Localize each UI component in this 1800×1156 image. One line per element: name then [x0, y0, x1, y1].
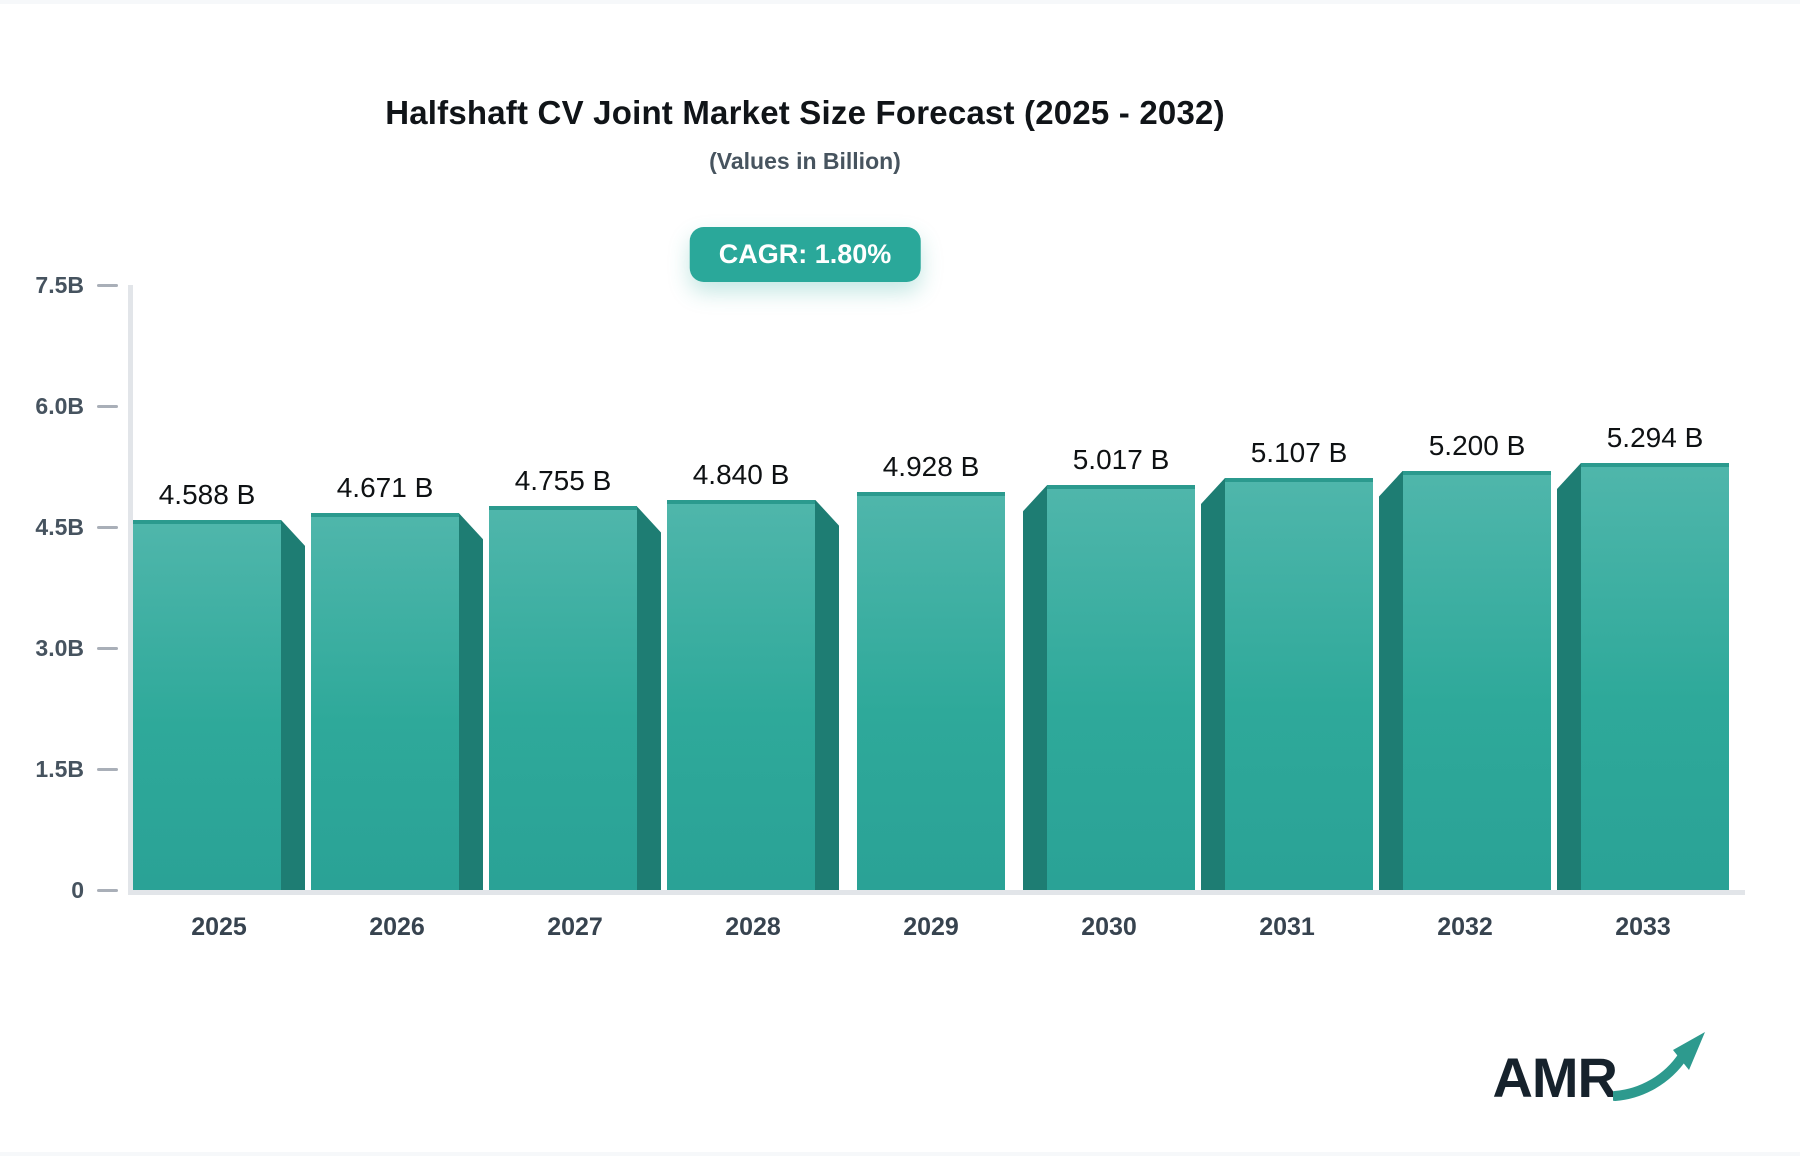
plot-area: 7.5B 6.0B 4.5B 3.0B 1.5B 0 4.588 B 4.671 B 4.75…	[35, 272, 1745, 941]
bar-face	[311, 513, 459, 890]
bar: 4.671 B	[311, 472, 483, 890]
bar: 5.107 B	[1201, 437, 1373, 890]
bar-side	[281, 519, 305, 890]
bar: 4.840 B	[667, 459, 839, 890]
top-border	[0, 0, 1800, 4]
y-tick-dash	[97, 888, 118, 892]
x-axis-label: 2028	[725, 913, 781, 941]
x-axis-label: 2025	[191, 913, 247, 941]
bar: 5.200 B	[1379, 430, 1551, 890]
y-tick-label: 6.0B	[35, 392, 84, 419]
bar: 4.588 B	[133, 479, 305, 890]
y-tick-label: 7.5B	[35, 271, 84, 298]
x-axis-label: 2033	[1615, 913, 1671, 941]
bar-slot: 4.840 B	[667, 285, 839, 890]
amr-logo-text: AMR	[1492, 1046, 1618, 1109]
bar-face	[1225, 478, 1373, 890]
bar-value-label: 4.588 B	[158, 478, 256, 510]
bar-value-label: 5.200 B	[1428, 429, 1526, 461]
bar-slot: 5.017 B	[1023, 285, 1195, 890]
amr-logo: AMR	[1492, 1030, 1705, 1106]
y-tick: 4.5B	[35, 513, 118, 541]
y-tick-dash	[97, 404, 118, 408]
y-tick-label: 4.5B	[35, 513, 84, 540]
bar-side	[1023, 485, 1047, 890]
bar-slot: 5.200 B	[1379, 285, 1551, 890]
bar-slot: 4.928 B	[845, 285, 1017, 890]
bar-side	[1201, 478, 1225, 890]
bar-value-label: 4.840 B	[692, 458, 790, 490]
bar-value-label: 4.928 B	[882, 451, 980, 483]
bar-value-label: 5.294 B	[1606, 421, 1704, 453]
x-axis-label: 2027	[547, 913, 603, 941]
bar-face	[489, 506, 637, 890]
x-axis-labels: 2025 2026 2027 2028 2029 2030 2031 2032 2033	[133, 913, 1729, 942]
chart-title: Halfshaft CV Joint Market Size Forecast …	[385, 94, 1225, 131]
bar-side	[459, 513, 483, 890]
bar-side	[815, 499, 839, 890]
y-tick-dash	[97, 283, 118, 287]
bar-face	[857, 492, 1005, 890]
bar-value-label: 5.017 B	[1072, 444, 1170, 476]
bar: 4.755 B	[489, 465, 661, 890]
x-axis-label: 2029	[903, 913, 959, 941]
y-tick: 6.0B	[35, 392, 118, 420]
bar-side	[637, 506, 661, 890]
bottom-border	[0, 1152, 1800, 1156]
y-tick: 3.0B	[35, 634, 118, 662]
y-tick-dash	[97, 525, 118, 529]
y-tick-dash	[97, 767, 118, 771]
bar-side	[1557, 462, 1581, 890]
bar: 4.928 B	[845, 451, 1017, 890]
bar-value-label: 5.107 B	[1250, 437, 1348, 469]
bar-face	[667, 499, 815, 890]
chart-subtitle: (Values in Billion)	[709, 148, 901, 174]
bar-slot: 4.755 B	[489, 285, 661, 890]
x-axis-label: 2030	[1081, 913, 1137, 941]
bar-face	[1581, 462, 1729, 890]
bar-side	[1379, 470, 1403, 890]
y-tick-label: 3.0B	[35, 634, 84, 661]
bar-face	[1403, 470, 1551, 890]
x-axis-label: 2031	[1259, 913, 1315, 941]
bar-value-label: 4.671 B	[336, 472, 434, 504]
bar-slot: 5.107 B	[1201, 285, 1373, 890]
y-tick-label: 0	[71, 876, 84, 903]
bar-value-label: 4.755 B	[514, 465, 612, 497]
x-axis-label: 2026	[369, 913, 425, 941]
x-axis-label: 2032	[1437, 913, 1493, 941]
y-tick: 1.5B	[35, 755, 118, 783]
y-tick-label: 1.5B	[35, 755, 84, 782]
bar-face	[1047, 485, 1195, 890]
bar: 5.294 B	[1557, 422, 1729, 890]
bar-slot: 4.588 B	[133, 285, 305, 890]
bar-slot: 5.294 B	[1557, 285, 1729, 890]
bars-container: 4.588 B 4.671 B 4.755 B 4.840 B 4.928 B 5.017…	[133, 285, 1729, 890]
growth-arrow-icon	[1613, 1032, 1705, 1101]
bar-slot: 4.671 B	[311, 285, 483, 890]
y-tick-dash	[97, 646, 118, 650]
cagr-badge: CAGR: 1.80%	[689, 227, 921, 282]
y-tick: 0	[71, 876, 118, 904]
bar: 5.017 B	[1023, 444, 1195, 890]
bar-face	[133, 519, 281, 890]
y-tick: 7.5B	[35, 271, 118, 299]
